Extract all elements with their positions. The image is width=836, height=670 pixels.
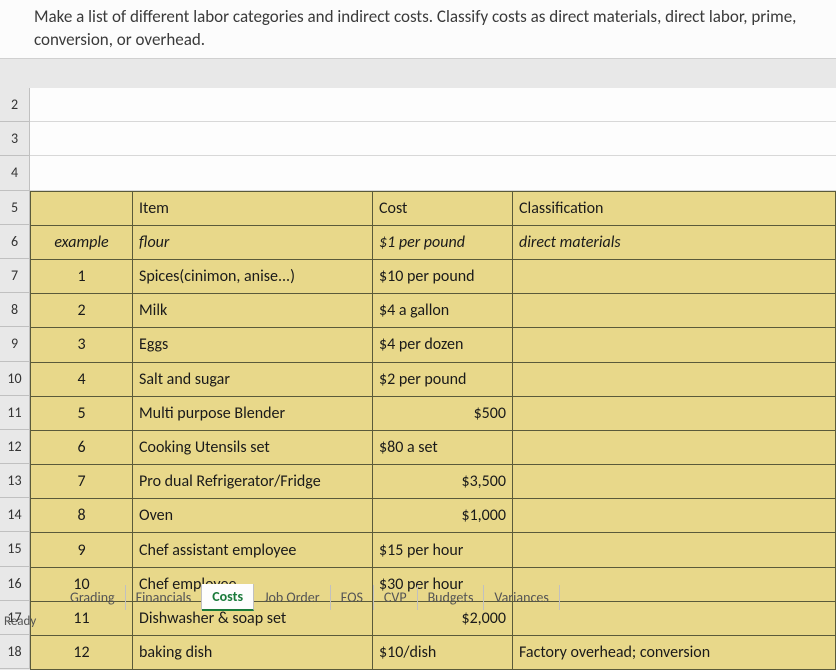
tab-costs[interactable]: Costs xyxy=(202,584,254,611)
row-header[interactable]: 18 xyxy=(0,635,30,669)
instruction-text: Make a list of different labor categorie… xyxy=(0,0,836,59)
cell-cost[interactable]: $15 per hour xyxy=(373,533,513,567)
cell-index[interactable]: 9 xyxy=(31,533,133,567)
cell-index[interactable]: 12 xyxy=(31,636,133,670)
row-header[interactable]: 14 xyxy=(0,498,30,532)
row-header[interactable]: 7 xyxy=(0,259,30,293)
grid-area: ItemCostClassificationexampleflour$1 per… xyxy=(30,88,836,670)
cell-classification[interactable] xyxy=(513,430,836,464)
table-row: exampleflour$1 per pounddirect materials xyxy=(31,225,836,259)
cell-item[interactable]: Cooking Utensils set xyxy=(133,430,373,464)
cell-item[interactable]: Chef assistant employee xyxy=(133,533,373,567)
table-row: 7Pro dual Refrigerator/Fridge$3,500 xyxy=(31,465,836,499)
table-row: 5Multi purpose Blender$500 xyxy=(31,396,836,430)
row-header[interactable]: 2 xyxy=(0,88,30,122)
row-header[interactable]: 3 xyxy=(0,122,30,156)
row-header[interactable]: 4 xyxy=(0,156,30,190)
cell-classification[interactable] xyxy=(513,533,836,567)
tab-job-order[interactable]: Job Order xyxy=(254,585,331,610)
status-bar: Ready xyxy=(4,614,36,629)
table-row: 4Salt and sugar$2 per pound xyxy=(31,362,836,396)
table-row: 1Spices(cinimon, anise...)$10 per pound xyxy=(31,259,836,293)
cell-cost[interactable]: $2 per pound xyxy=(373,362,513,396)
row-header[interactable]: 6 xyxy=(0,225,30,259)
cell-classification[interactable] xyxy=(513,362,836,396)
cell-classification[interactable] xyxy=(513,396,836,430)
cell-item[interactable]: Multi purpose Blender xyxy=(133,396,373,430)
tab-cvp[interactable]: CVP xyxy=(374,585,418,610)
cell-item[interactable]: Oven xyxy=(133,499,373,533)
row-header[interactable]: 9 xyxy=(0,327,30,361)
cell-cost[interactable]: $10/dish xyxy=(373,636,513,670)
cell-index[interactable]: 4 xyxy=(31,362,133,396)
cell-index[interactable]: 3 xyxy=(31,328,133,362)
cell-classification[interactable] xyxy=(513,499,836,533)
sheet-tabs: GradingFinancialsCostsJob OrderEOSCVPBud… xyxy=(60,584,560,611)
table-row: 12baking dish$10/dishFactory overhead; c… xyxy=(31,636,836,670)
row-header[interactable]: 13 xyxy=(0,464,30,498)
header-classification[interactable]: Classification xyxy=(513,191,836,225)
header-item[interactable]: Item xyxy=(133,191,373,225)
row-header[interactable]: 16 xyxy=(0,567,30,601)
cell-index[interactable]: 2 xyxy=(31,294,133,328)
cell-cost[interactable]: $10 per pound xyxy=(373,259,513,293)
cell-index[interactable]: 8 xyxy=(31,499,133,533)
cell-cost[interactable]: $3,500 xyxy=(373,465,513,499)
cell-item[interactable]: Salt and sugar xyxy=(133,362,373,396)
blank-row-3[interactable] xyxy=(30,122,836,156)
cell-item[interactable]: Eggs xyxy=(133,328,373,362)
blank-row-4[interactable] xyxy=(30,156,836,190)
table-row: 8Oven$1,000 xyxy=(31,499,836,533)
cell-item[interactable]: Spices(cinimon, anise...) xyxy=(133,259,373,293)
cell-cost[interactable]: $500 xyxy=(373,396,513,430)
cell-index[interactable]: 6 xyxy=(31,430,133,464)
row-header[interactable]: 10 xyxy=(0,362,30,396)
tab-grading[interactable]: Grading xyxy=(60,585,126,610)
table-row: 2Milk$4 a gallon xyxy=(31,294,836,328)
cell-classification[interactable] xyxy=(513,567,836,601)
row-header[interactable]: 8 xyxy=(0,293,30,327)
cell-item[interactable]: baking dish xyxy=(133,636,373,670)
cell-index[interactable]: 5 xyxy=(31,396,133,430)
cell-classification[interactable] xyxy=(513,328,836,362)
row-header[interactable]: 12 xyxy=(0,430,30,464)
cell-item[interactable]: Pro dual Refrigerator/Fridge xyxy=(133,465,373,499)
tab-eos[interactable]: EOS xyxy=(331,585,374,610)
cell-cost[interactable]: $4 a gallon xyxy=(373,294,513,328)
row-header[interactable]: 11 xyxy=(0,396,30,430)
cell-cost[interactable]: $1,000 xyxy=(373,499,513,533)
row-headers: 23456789101112131415161718 xyxy=(0,88,30,669)
table-row: 3Eggs$4 per dozen xyxy=(31,328,836,362)
tab-financials[interactable]: Financials xyxy=(126,585,203,610)
tab-budgets[interactable]: Budgets xyxy=(418,585,485,610)
cell-classification[interactable] xyxy=(513,465,836,499)
table-row: 9Chef assistant employee$15 per hour xyxy=(31,533,836,567)
header-cost[interactable]: Cost xyxy=(373,191,513,225)
blank-row-2[interactable] xyxy=(30,88,836,122)
cell-index[interactable]: 1 xyxy=(31,259,133,293)
cell-item[interactable]: flour xyxy=(133,225,373,259)
table-header-row: ItemCostClassification xyxy=(31,191,836,225)
cell-index[interactable]: example xyxy=(31,225,133,259)
tab-variances[interactable]: Variances xyxy=(484,585,559,610)
cell-classification[interactable]: Factory overhead; conversion xyxy=(513,636,836,670)
cell-cost[interactable]: $1 per pound xyxy=(373,225,513,259)
cell-classification[interactable] xyxy=(513,601,836,635)
row-header[interactable]: 5 xyxy=(0,191,30,225)
cell-cost[interactable]: $80 a set xyxy=(373,430,513,464)
header-blank[interactable] xyxy=(31,191,133,225)
cell-classification[interactable] xyxy=(513,259,836,293)
table-row: 6Cooking Utensils set$80 a set xyxy=(31,430,836,464)
row-header[interactable]: 15 xyxy=(0,532,30,566)
cell-classification[interactable] xyxy=(513,294,836,328)
cell-item[interactable]: Milk xyxy=(133,294,373,328)
cell-index[interactable]: 7 xyxy=(31,465,133,499)
cell-classification[interactable]: direct materials xyxy=(513,225,836,259)
cell-cost[interactable]: $4 per dozen xyxy=(373,328,513,362)
